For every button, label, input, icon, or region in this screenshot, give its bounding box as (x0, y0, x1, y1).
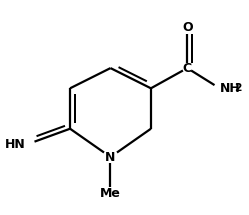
Text: C: C (183, 61, 192, 75)
Text: Me: Me (100, 187, 121, 200)
Text: 2: 2 (234, 83, 241, 93)
Text: O: O (182, 21, 193, 34)
Text: HN: HN (5, 138, 26, 151)
Text: N: N (105, 150, 116, 164)
Text: NH: NH (220, 82, 240, 95)
